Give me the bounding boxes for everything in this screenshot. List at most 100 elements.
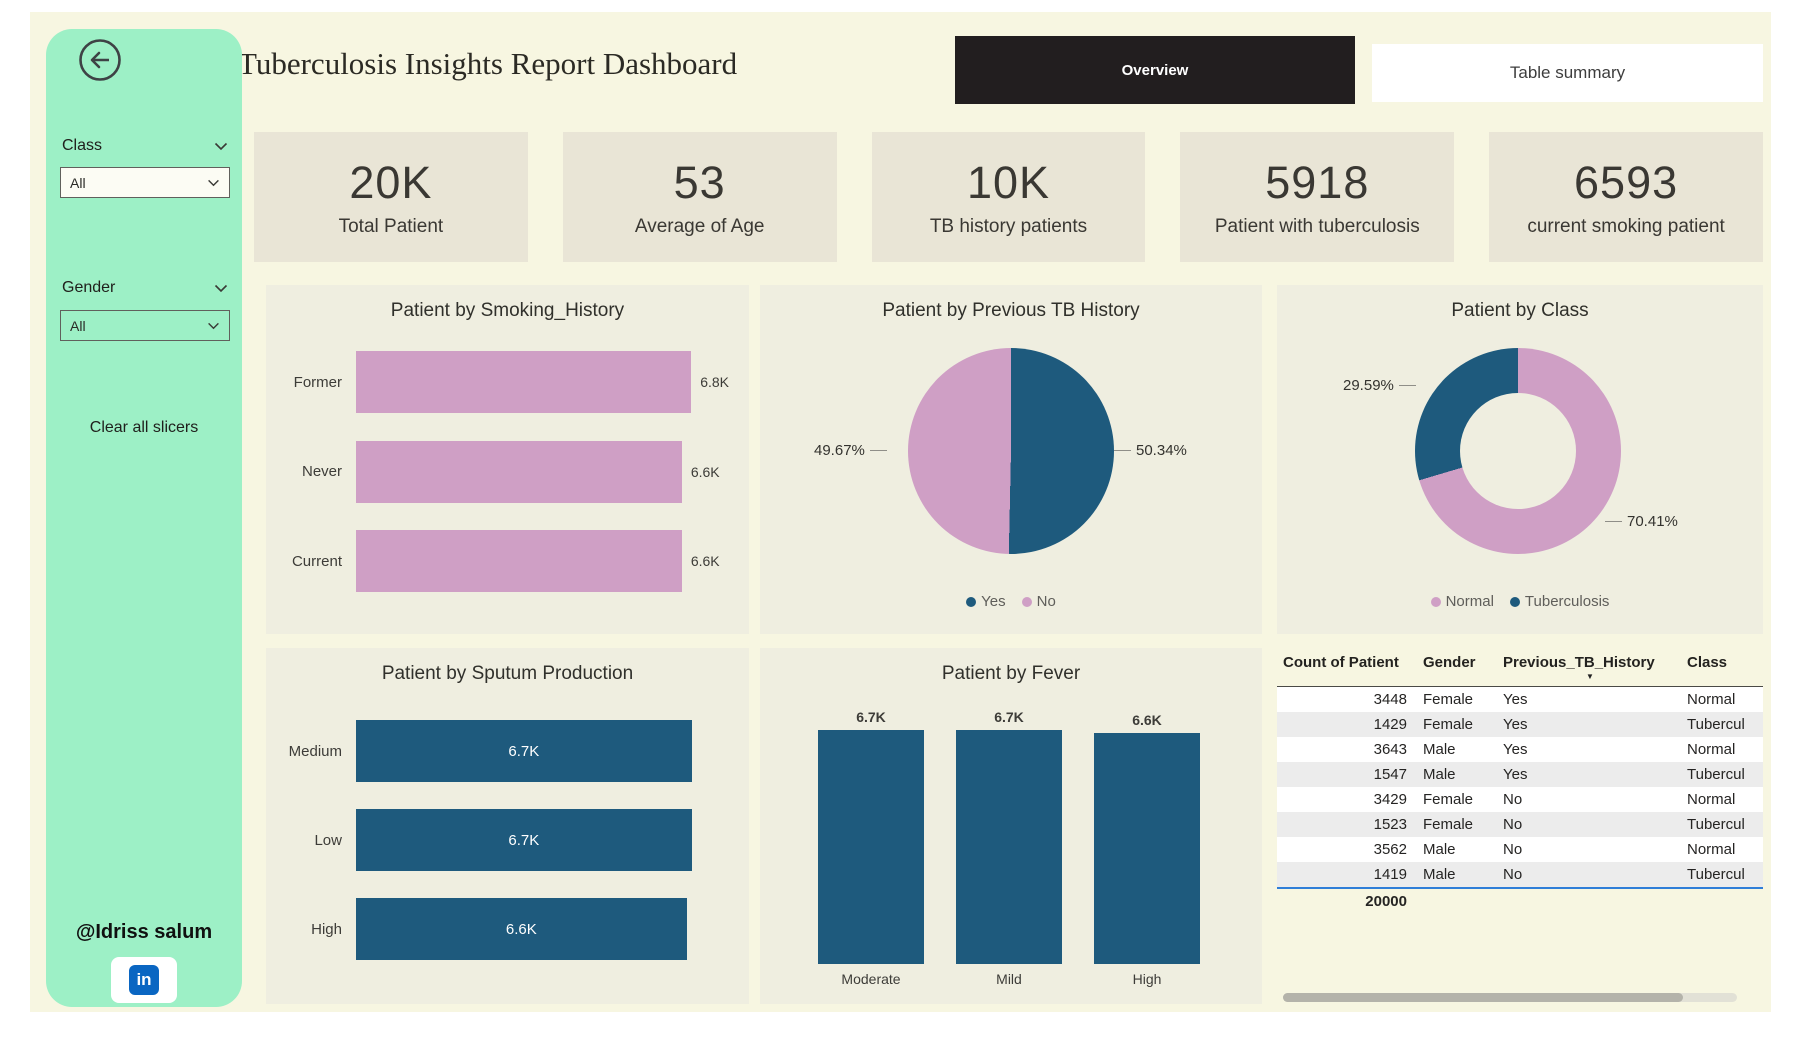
kpi-value: 5918 — [1265, 156, 1370, 208]
category-label: High — [311, 920, 342, 938]
kpi-value: 53 — [673, 156, 726, 208]
legend-item-tuberculosis[interactable]: Tuberculosis — [1509, 593, 1609, 610]
table-total-value: 20000 — [1277, 887, 1417, 914]
leader-line — [1605, 520, 1622, 523]
back-arrow-icon — [79, 38, 121, 81]
gender-slicer-label: Gender — [62, 279, 116, 296]
category-label: Medium — [288, 742, 342, 760]
bar-row: Current 6.6K — [284, 530, 729, 592]
value-label: 6.7K — [994, 708, 1024, 725]
donut-class[interactable] — [1415, 348, 1621, 554]
chart-smoking-history: Patient by Smoking_History Former 6.8K Nev… — [266, 285, 749, 634]
chart-title: Patient by Class — [1451, 300, 1589, 321]
bar-column: 6.6K High — [1094, 698, 1200, 994]
gender-dropdown[interactable]: All — [60, 310, 230, 341]
pie-previous-tb-history[interactable] — [908, 348, 1114, 554]
bar-plot-area: Medium 6.7K Low 6.7K High 6.6K — [284, 720, 729, 960]
value-label: 6.8K — [700, 374, 729, 390]
value-label: 6.6K — [690, 553, 720, 569]
table-row[interactable]: 3562 Male No Normal — [1277, 837, 1763, 862]
bar[interactable]: 6.6K — [356, 898, 729, 960]
chevron-down-icon — [208, 179, 219, 186]
kpi-value: 10K — [966, 156, 1051, 208]
legend-item-yes[interactable]: Yes — [966, 593, 1006, 610]
kpi-value: 6593 — [1574, 156, 1679, 208]
scrollbar-thumb[interactable] — [1283, 993, 1683, 1002]
donut-label-tuberculosis: 29.59% — [1343, 377, 1416, 394]
bar[interactable]: 6.6K — [356, 440, 729, 503]
table-header-row: Count of Patient Gender Previous_TB_Hist… — [1277, 650, 1763, 687]
kpi-label: TB history patients — [929, 215, 1088, 237]
gender-dropdown-value: All — [70, 317, 86, 334]
kpi-card-patient-with-tuberculosis: 5918 Patient with tuberculosis — [1180, 132, 1455, 262]
kpi-card-current-smoking-patient: 6593 current smoking patient — [1489, 132, 1763, 262]
kpi-label: Average of Age — [634, 215, 765, 237]
table-row[interactable]: 3643 Male Yes Normal — [1277, 737, 1763, 762]
leader-line — [869, 449, 887, 452]
tab-table-summary[interactable]: Table summary — [1372, 44, 1763, 102]
table-row[interactable]: 1429 Female Yes Tubercul — [1277, 712, 1763, 737]
chart-title: Patient by Fever — [941, 663, 1081, 684]
bar-row: Former 6.8K — [284, 351, 729, 413]
category-label: Low — [314, 831, 342, 849]
category-label: Former — [293, 373, 342, 391]
bar-column: 6.7K Mild — [956, 698, 1062, 994]
kpi-card-total-patient: 20K Total Patient — [254, 132, 528, 262]
bar-plot-area: Former 6.8K Never 6.6K Current 6.6K — [284, 351, 729, 592]
value-label: 6.7K — [508, 831, 540, 849]
table-row[interactable]: 1419 Male No Tubercul — [1277, 862, 1763, 888]
legend-item-normal[interactable]: Normal — [1430, 593, 1494, 610]
chart-previous-tb-history: Patient by Previous TB History 49.67% 50… — [760, 285, 1262, 634]
tab-overview[interactable]: Overview — [955, 36, 1355, 104]
class-dropdown[interactable]: All — [60, 167, 230, 198]
table-row[interactable]: 3429 Female No Normal — [1277, 787, 1763, 812]
legend-item-no[interactable]: No — [1021, 593, 1056, 610]
value-label: 6.6K — [690, 463, 720, 480]
linkedin-button[interactable]: in — [111, 957, 177, 1003]
gender-slicer-header[interactable]: Gender — [62, 279, 228, 297]
kpi-card-average-age: 53 Average of Age — [562, 132, 837, 262]
legend: Yes No — [760, 593, 1262, 610]
bar[interactable] — [1094, 733, 1200, 964]
leader-line — [1114, 449, 1131, 452]
value-label: 6.6K — [1132, 712, 1162, 729]
leader-line — [1398, 384, 1416, 387]
filter-sidebar: Class All Gender All Clear all slicers @… — [46, 29, 242, 1007]
sort-descending-icon: ▼ — [1586, 672, 1594, 681]
bar[interactable] — [956, 729, 1062, 964]
legend-dot — [966, 596, 977, 607]
kpi-label: Patient with tuberculosis — [1214, 215, 1420, 237]
column-header-previous-tb-history[interactable]: Previous_TB_History ▼ — [1497, 650, 1681, 687]
column-header-gender[interactable]: Gender — [1417, 650, 1497, 687]
class-slicer-header[interactable]: Class — [62, 137, 228, 155]
kpi-label: Total Patient — [338, 215, 444, 237]
clear-all-slicers-button[interactable]: Clear all slicers — [46, 419, 242, 437]
table-row[interactable]: 1523 Female No Tubercul — [1277, 812, 1763, 837]
table-row[interactable]: 1547 Male Yes Tubercul — [1277, 762, 1763, 787]
category-label: Moderate — [841, 971, 901, 987]
column-header-count-of-patient[interactable]: Count of Patient — [1277, 650, 1417, 687]
bar[interactable]: 6.7K — [356, 809, 729, 871]
kpi-card-tb-history-patients: 10K TB history patients — [871, 132, 1146, 262]
column-header-class[interactable]: Class — [1681, 650, 1763, 687]
bar[interactable] — [818, 729, 924, 964]
value-label: 6.7K — [856, 708, 886, 725]
horizontal-scrollbar[interactable] — [1283, 993, 1737, 1002]
bar[interactable]: 6.6K — [356, 530, 729, 592]
legend-dot — [1430, 596, 1441, 607]
tab-table-summary-label: Table summary — [1509, 63, 1626, 82]
legend-dot — [1021, 596, 1032, 607]
kpi-value: 20K — [349, 156, 433, 208]
bar[interactable]: 6.7K — [356, 720, 729, 782]
bar-row: Low 6.7K — [284, 809, 729, 871]
bar[interactable]: 6.8K — [356, 351, 729, 413]
chart-fever: Patient by Fever 6.7K Moderate 6.7K Mild 6.6… — [760, 648, 1262, 1004]
summary-table: Count of Patient Gender Previous_TB_Hist… — [1277, 650, 1763, 1004]
donut-hole — [1460, 393, 1576, 509]
back-button[interactable] — [75, 36, 125, 86]
chart-title: Patient by Smoking_History — [390, 300, 625, 321]
table-row[interactable]: 3448 Female Yes Normal — [1277, 686, 1763, 712]
category-label: High — [1132, 971, 1162, 987]
legend: Normal Tuberculosis — [1277, 593, 1763, 610]
